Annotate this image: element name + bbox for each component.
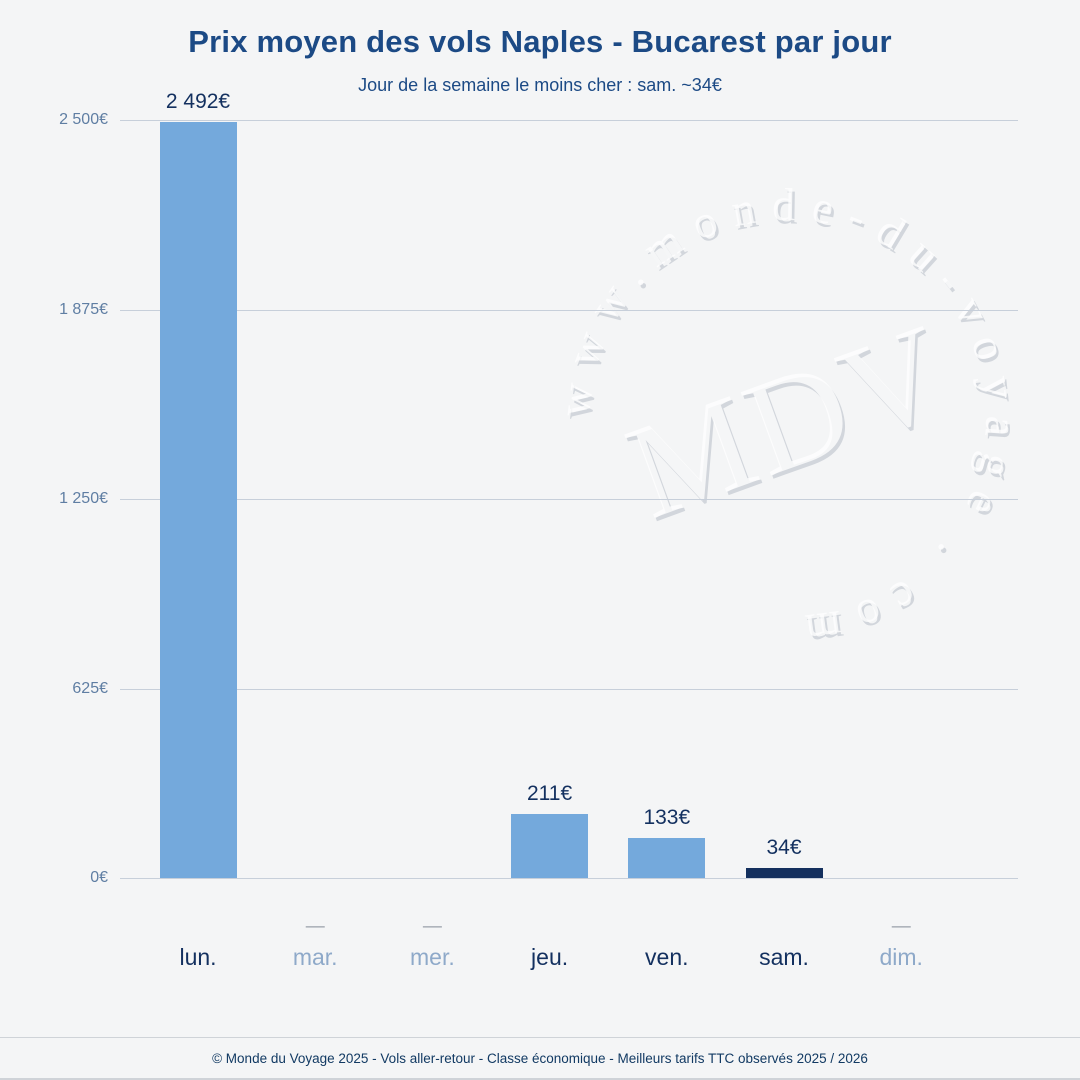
x-axis-label-mar: mar.: [292, 944, 338, 970]
bar-value-label: 211€: [527, 782, 573, 806]
x-axis-label-sam: sam.: [759, 944, 809, 970]
y-tick-label: 2 500€: [59, 111, 108, 128]
y-tick-label: 1 875€: [59, 300, 108, 318]
bar-sam: [745, 867, 823, 878]
bar-ven: [628, 837, 706, 878]
gridline: [120, 120, 1018, 121]
x-axis-label-jeu: jeu.: [531, 944, 569, 970]
footer: © Monde du Voyage 2025 - Vols aller-reto…: [0, 1037, 1080, 1080]
gridline: [120, 309, 1018, 311]
no-data-marker: —: [422, 916, 442, 937]
bar-jeu: [511, 814, 589, 878]
bar-value-label: 34€: [766, 835, 802, 859]
y-tick-label: 0€: [90, 869, 108, 886]
gridline: [120, 688, 1018, 690]
no-data-marker: —: [305, 916, 325, 937]
footer-text: © Monde du Voyage 2025 - Vols aller-reto…: [212, 1050, 868, 1066]
x-axis-label-mer: mer.: [410, 944, 455, 970]
bar-value-label: 2 492€: [165, 90, 231, 114]
x-axis-label-ven: ven.: [645, 944, 689, 970]
x-axis-label-lun: lun.: [179, 944, 217, 970]
y-tick-label: 625€: [72, 679, 108, 697]
bar-value-label: 133€: [643, 805, 691, 829]
y-tick-label: 1 250€: [59, 490, 108, 507]
no-data-marker: —: [891, 916, 911, 937]
gridline: [120, 499, 1018, 500]
plot-area: 2 500€ 1 875€ 1 250€ 625€ 0€ 2 492€ lun. — mar. —…: [59, 90, 1018, 970]
x-axis-label-dim: dim.: [879, 944, 923, 970]
bar-lun: [159, 122, 237, 878]
chart-title: Prix moyen des vols Naples - Bucarest pa…: [188, 24, 892, 59]
gridline: [120, 878, 1018, 879]
chart-subtitle: Jour de la semaine le moins cher : sam. …: [358, 75, 722, 95]
